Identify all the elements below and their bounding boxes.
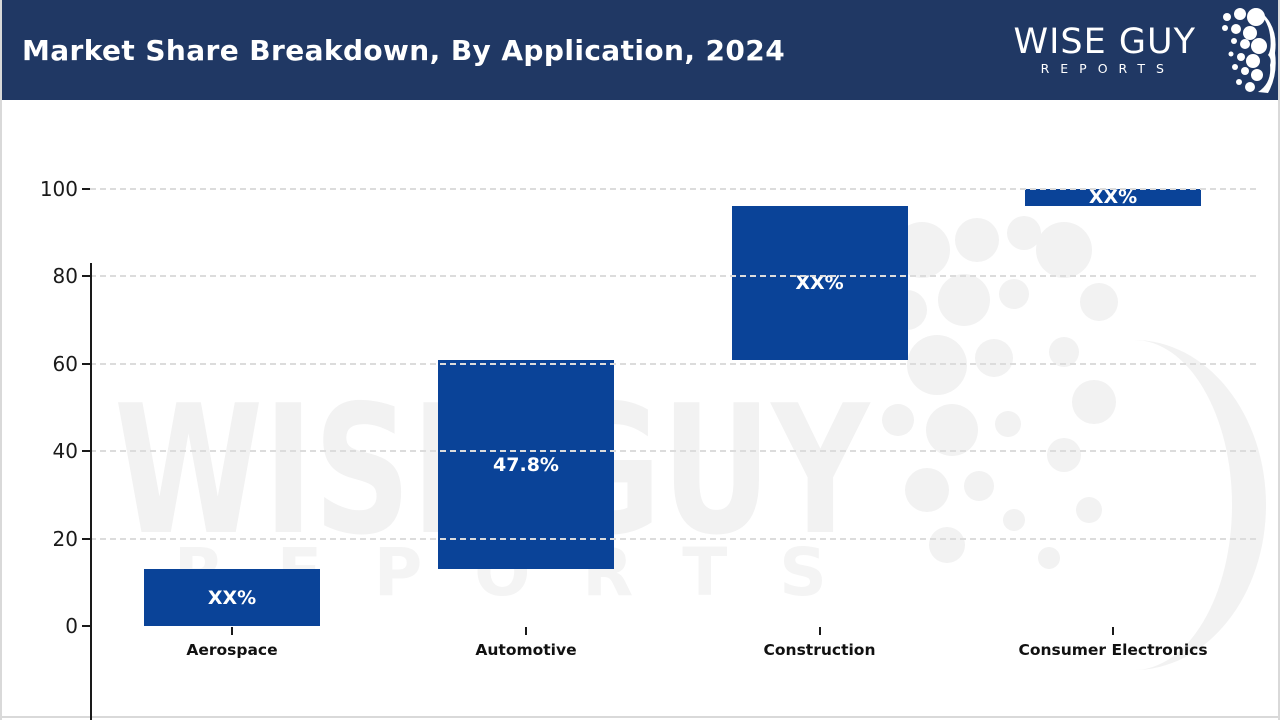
x-tick-2 bbox=[525, 627, 527, 635]
watermark-dot bbox=[907, 335, 967, 395]
x-tick-label-4: Consumer Electronics bbox=[1018, 641, 1208, 659]
x-tick-label-2: Automotive bbox=[475, 641, 577, 659]
gridline-20 bbox=[90, 537, 1256, 540]
watermark-dot bbox=[1038, 547, 1060, 569]
watermark-dot bbox=[964, 471, 994, 501]
logo-text: WISE GUY REPORTS bbox=[1013, 21, 1196, 76]
watermark-dot bbox=[1036, 222, 1092, 278]
y-tick-label-60: 60 bbox=[52, 351, 78, 376]
x-tick-4 bbox=[1112, 627, 1114, 635]
y-tick-60 bbox=[82, 362, 90, 365]
gridline-60 bbox=[90, 362, 1256, 365]
watermark-dot bbox=[1049, 337, 1079, 367]
bar-value-label: XX% bbox=[207, 586, 257, 609]
watermark-dot bbox=[882, 404, 914, 436]
watermark-dot bbox=[1072, 380, 1116, 424]
y-tick-label-40: 40 bbox=[52, 439, 78, 463]
watermark-dot bbox=[955, 218, 999, 262]
bar-automotive: 47.8% bbox=[438, 360, 614, 570]
bar-construction: XX% bbox=[731, 206, 908, 360]
watermark-dot bbox=[975, 339, 1013, 377]
watermark-dot bbox=[926, 404, 978, 456]
header-bar: Market Share Breakdown, By Application, … bbox=[2, 0, 1278, 100]
wise-guy-reports-logo: WISE GUY REPORTS bbox=[1013, 5, 1276, 95]
logo-wordmark: WISE GUY bbox=[1013, 21, 1196, 62]
y-tick-label-20: 20 bbox=[52, 526, 78, 551]
y-tick-0 bbox=[82, 625, 90, 627]
watermark-dot bbox=[938, 274, 990, 326]
gridline-100 bbox=[90, 187, 1256, 190]
chart-area: WISE GUY REPORTS XX% 47.8% XX% XX% 0 20 40 60 80… bbox=[2, 100, 1278, 720]
watermark-dot bbox=[1076, 497, 1102, 523]
y-tick-label-80: 80 bbox=[52, 264, 78, 288]
watermark-dot bbox=[995, 411, 1021, 437]
watermark-dot bbox=[1047, 438, 1081, 472]
bar-aerospace: XX% bbox=[144, 569, 320, 626]
bar-value-label: 47.8% bbox=[493, 453, 559, 476]
watermark-face-outline bbox=[1002, 340, 1266, 670]
watermark-dot bbox=[1007, 216, 1041, 250]
x-tick-1 bbox=[231, 627, 233, 635]
logo-face-icon bbox=[1222, 8, 1276, 93]
x-tick-label-3: Construction bbox=[763, 641, 876, 659]
bar-value-label: XX% bbox=[1088, 186, 1138, 209]
watermark-dot bbox=[999, 279, 1029, 309]
x-tick-3 bbox=[818, 627, 821, 635]
y-axis-spine bbox=[90, 263, 92, 720]
watermark-dot bbox=[1080, 283, 1118, 321]
y-tick-80 bbox=[82, 275, 90, 277]
page-bottom-border bbox=[2, 716, 1278, 718]
watermark-dot bbox=[929, 527, 965, 563]
watermark-dot bbox=[1003, 509, 1025, 531]
y-tick-label-100: 100 bbox=[39, 176, 78, 201]
watermark-dot bbox=[905, 468, 949, 512]
gridline-40 bbox=[90, 450, 1256, 452]
bar-consumer-electronics: XX% bbox=[1025, 186, 1201, 209]
bar-value-label: XX% bbox=[795, 272, 844, 295]
gridline-80 bbox=[90, 275, 1256, 277]
y-tick-label-0: 0 bbox=[65, 614, 78, 638]
page-title: Market Share Breakdown, By Application, … bbox=[22, 33, 786, 67]
y-tick-100 bbox=[82, 187, 90, 190]
y-tick-20 bbox=[82, 537, 90, 540]
x-tick-label-1: Aerospace bbox=[186, 641, 278, 659]
logo-subtitle: REPORTS bbox=[1040, 60, 1175, 76]
y-tick-40 bbox=[82, 450, 90, 452]
